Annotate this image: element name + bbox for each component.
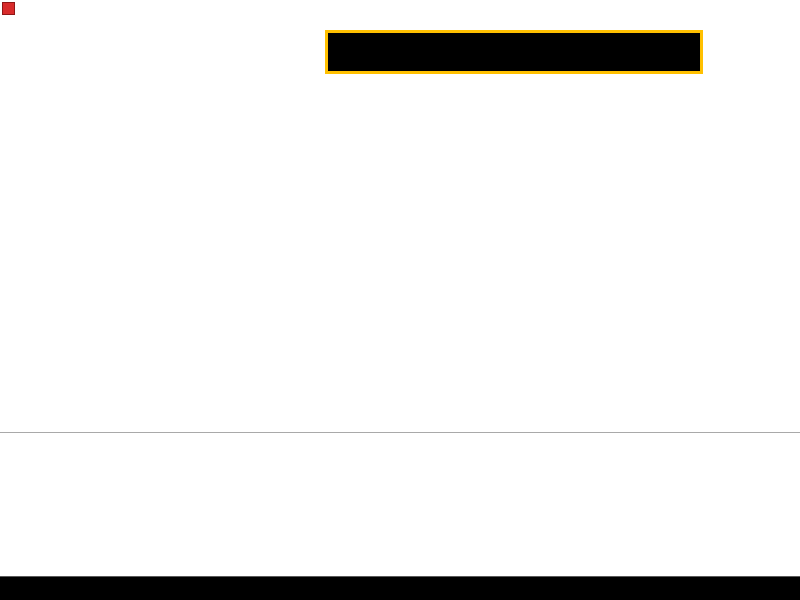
panel-separator <box>0 432 800 433</box>
time-axis[interactable] <box>0 576 800 600</box>
annotation-label <box>325 30 703 74</box>
chart-symbol-icon <box>2 2 15 15</box>
